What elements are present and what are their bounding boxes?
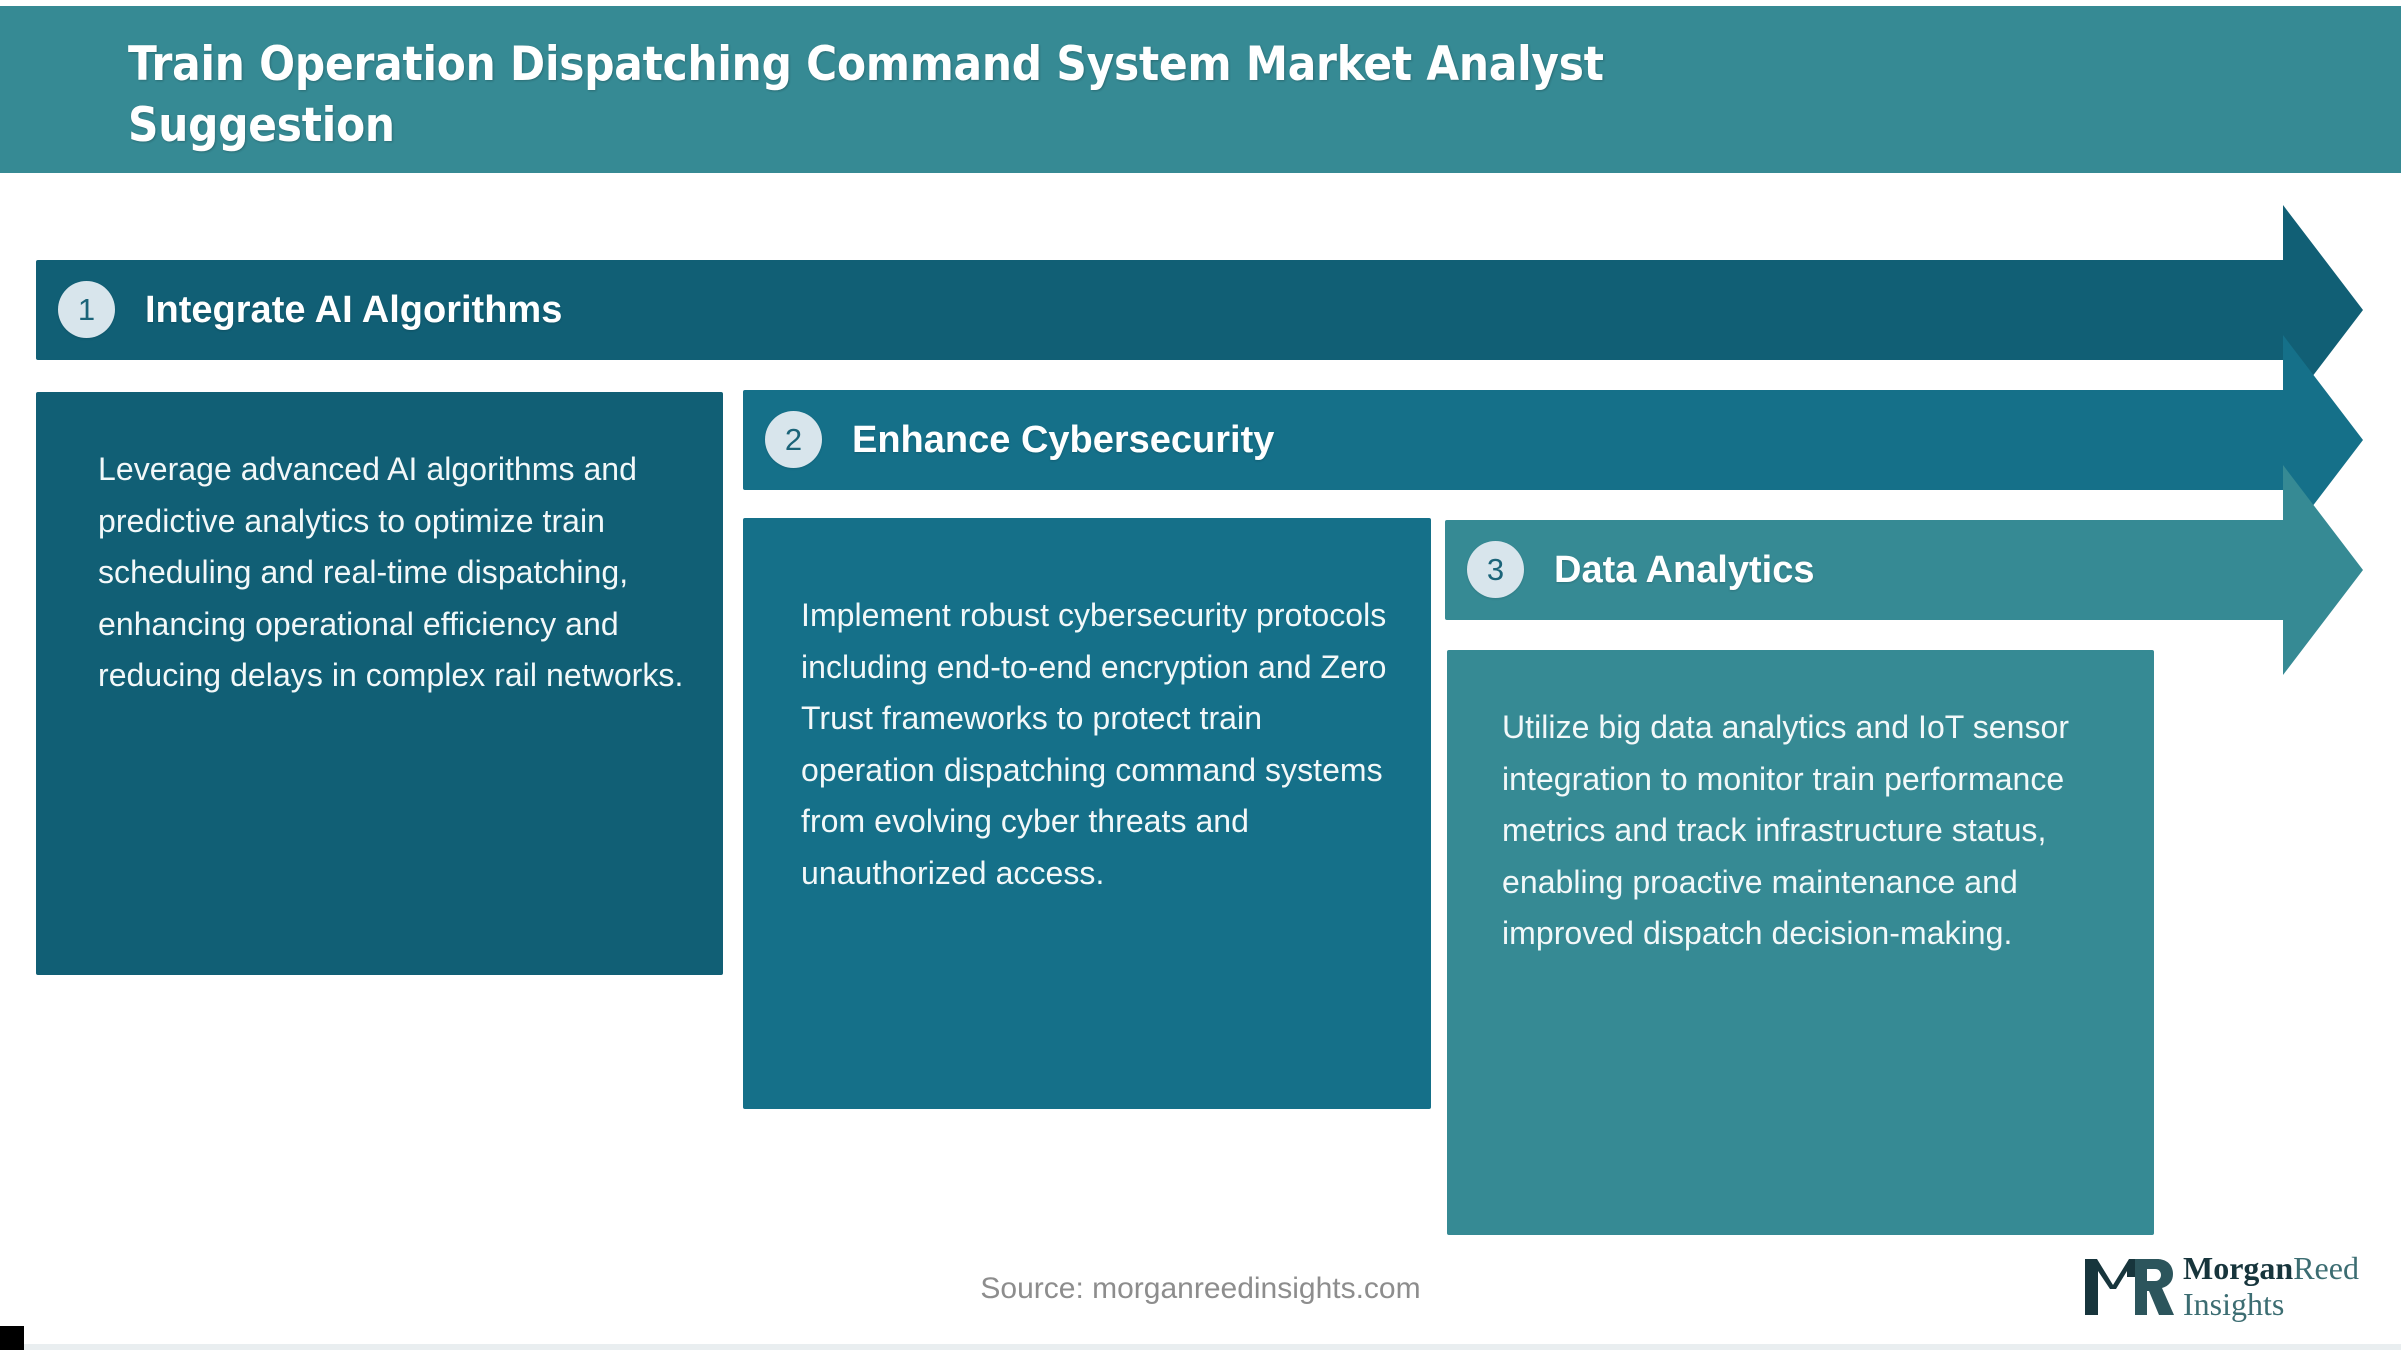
footer-divider: [0, 1344, 2401, 1350]
arrow-band-step-2: 2 Enhance Cybersecurity: [743, 335, 2363, 545]
arrow-head-1: [2211, 205, 2363, 415]
logo-name-light: Reed: [2293, 1250, 2359, 1286]
logo-tagline: Insights: [2183, 1285, 2285, 1322]
brand-logo: MorganReed Insights: [2083, 1250, 2363, 1325]
step-body-text-1: Leverage advanced AI algorithms and pred…: [98, 451, 684, 694]
step-body-box-3: Utilize big data analytics and IoT senso…: [1447, 650, 2154, 1235]
step-number-badge-1: 1: [58, 281, 115, 338]
step-number-badge-3: 3: [1467, 541, 1524, 598]
logo-name-bold: Morgan: [2183, 1250, 2294, 1286]
step-number-3: 3: [1486, 552, 1505, 587]
arrow-band-step-1: 1 Integrate AI Algorithms: [36, 205, 2363, 415]
arrow-bar-3: [1445, 520, 2241, 620]
step-body-text-3: Utilize big data analytics and IoT senso…: [1502, 709, 2070, 952]
step-body-box-2: Implement robust cybersecurity protocols…: [743, 518, 1431, 1109]
logo-name-line: MorganReed: [2183, 1250, 2359, 1287]
page-title: Train Operation Dispatching Command Syst…: [128, 37, 1604, 154]
arrow-bar-2: [743, 390, 2241, 490]
step-title-1: Integrate AI Algorithms: [145, 289, 563, 331]
step-title-2: Enhance Cybersecurity: [852, 419, 1275, 461]
step-number-badge-2: 2: [765, 411, 822, 468]
arrow-head-2: [2211, 335, 2363, 545]
step-number-2: 2: [784, 422, 803, 457]
arrow-head-3: [2211, 465, 2363, 675]
header-banner: Train Operation Dispatching Command Syst…: [0, 6, 2401, 173]
step-number-1: 1: [77, 292, 96, 327]
step-body-text-2: Implement robust cybersecurity protocols…: [801, 597, 1387, 891]
arrow-band-step-3: 3 Data Analytics: [1445, 465, 2363, 675]
logo-wordmark: MorganReed Insights: [2183, 1250, 2359, 1323]
mr-monogram-icon: [2083, 1255, 2175, 1317]
source-note: Source: morganreedinsights.com: [980, 1272, 1421, 1305]
corner-marker: [0, 1326, 24, 1350]
step-title-3: Data Analytics: [1554, 549, 1815, 591]
arrow-bar-1: [36, 260, 2241, 360]
step-body-box-1: Leverage advanced AI algorithms and pred…: [36, 392, 723, 975]
